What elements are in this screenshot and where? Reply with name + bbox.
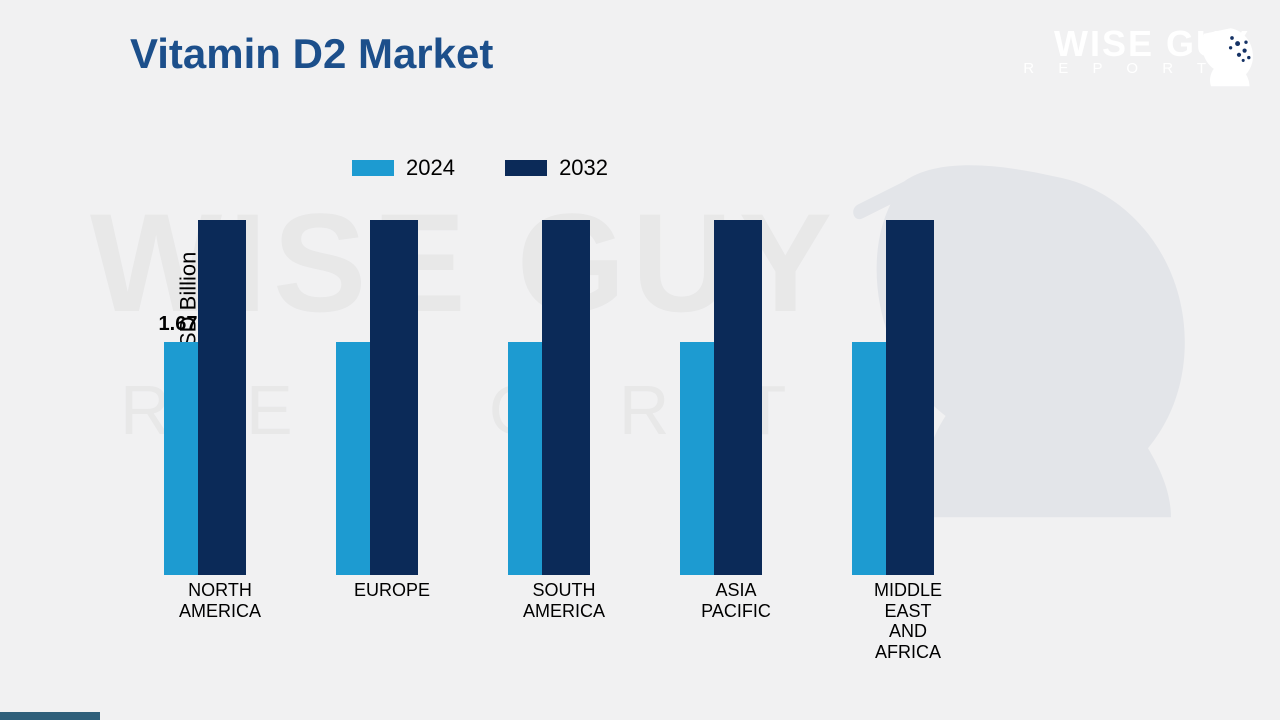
bar-2032 <box>714 220 762 575</box>
legend-swatch-2024 <box>352 160 394 176</box>
chart-legend: 2024 2032 <box>0 155 960 182</box>
legend-item-2024: 2024 <box>352 155 455 181</box>
logo-head-icon <box>1190 24 1260 94</box>
chart-title: Vitamin D2 Market <box>130 30 493 78</box>
x-axis-category-label: MIDDLEEASTANDAFRICA <box>822 580 994 663</box>
chart-plot-area: 1.67 <box>100 185 960 575</box>
bar-2032 <box>542 220 590 575</box>
bar-2032 <box>198 220 246 575</box>
legend-label-2024: 2024 <box>406 155 455 181</box>
bar-2032 <box>886 220 934 575</box>
legend-swatch-2032 <box>505 160 547 176</box>
x-axis-category-label: ASIAPACIFIC <box>650 580 822 621</box>
x-axis-category-label: EUROPE <box>306 580 478 601</box>
footer-accent-bar <box>0 712 100 720</box>
page-root: WISE GUY R E P O R T S WISE GUY R E P O … <box>0 0 1280 720</box>
legend-label-2032: 2032 <box>559 155 608 181</box>
brand-logo: WISE GUY R E P O R T S <box>1023 28 1250 76</box>
bar-2032 <box>370 220 418 575</box>
legend-item-2032: 2032 <box>505 155 608 181</box>
x-axis-category-label: NORTHAMERICA <box>134 580 306 621</box>
x-axis-category-label: SOUTHAMERICA <box>478 580 650 621</box>
bar-plot: 1.67 <box>100 185 960 575</box>
